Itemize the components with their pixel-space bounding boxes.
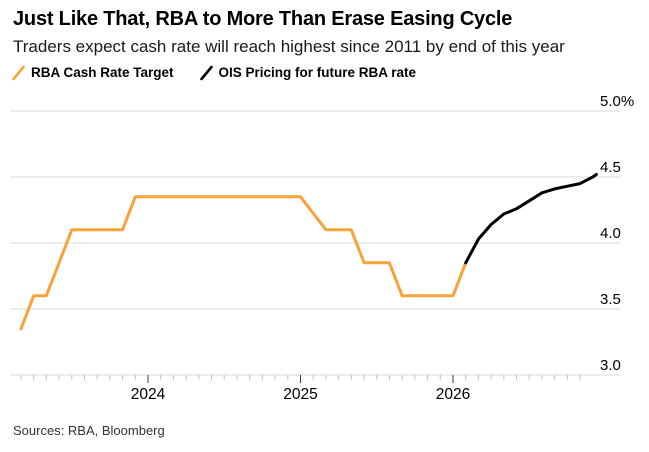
black-slash-icon (199, 65, 213, 80)
chart-subtitle: Traders expect cash rate will reach high… (13, 37, 565, 56)
y-axis-label: 3.5 (600, 291, 621, 308)
y-axis-label: 4.0 (600, 225, 621, 242)
chart-title: Just Like That, RBA to More Than Erase E… (13, 8, 513, 30)
x-axis-year-label: 2025 (283, 386, 317, 403)
legend-label: OIS Pricing for future RBA rate (218, 64, 417, 80)
y-axis-label: 4.5 (600, 159, 621, 176)
legend-item-ois-pricing: OIS Pricing for future RBA rate (199, 64, 417, 81)
series-line-ois-pricing-for-future-rba-rate (464, 172, 598, 265)
y-axis-label: 3.0 (600, 357, 621, 374)
legend-label: RBA Cash Rate Target (31, 64, 174, 80)
x-axis-year-label: 2024 (131, 386, 166, 403)
y-axis-label: 5.0% (600, 93, 634, 110)
source-attribution: Sources: RBA, Bloomberg (13, 423, 165, 438)
x-axis-year-label: 2026 (436, 386, 470, 403)
legend-item-rba-cash-rate: RBA Cash Rate Target (12, 64, 174, 81)
series-line-rba-cash-rate-target (19, 195, 468, 331)
orange-slash-icon (12, 65, 25, 80)
legend: RBA Cash Rate Target OIS Pricing for fut… (12, 62, 416, 82)
